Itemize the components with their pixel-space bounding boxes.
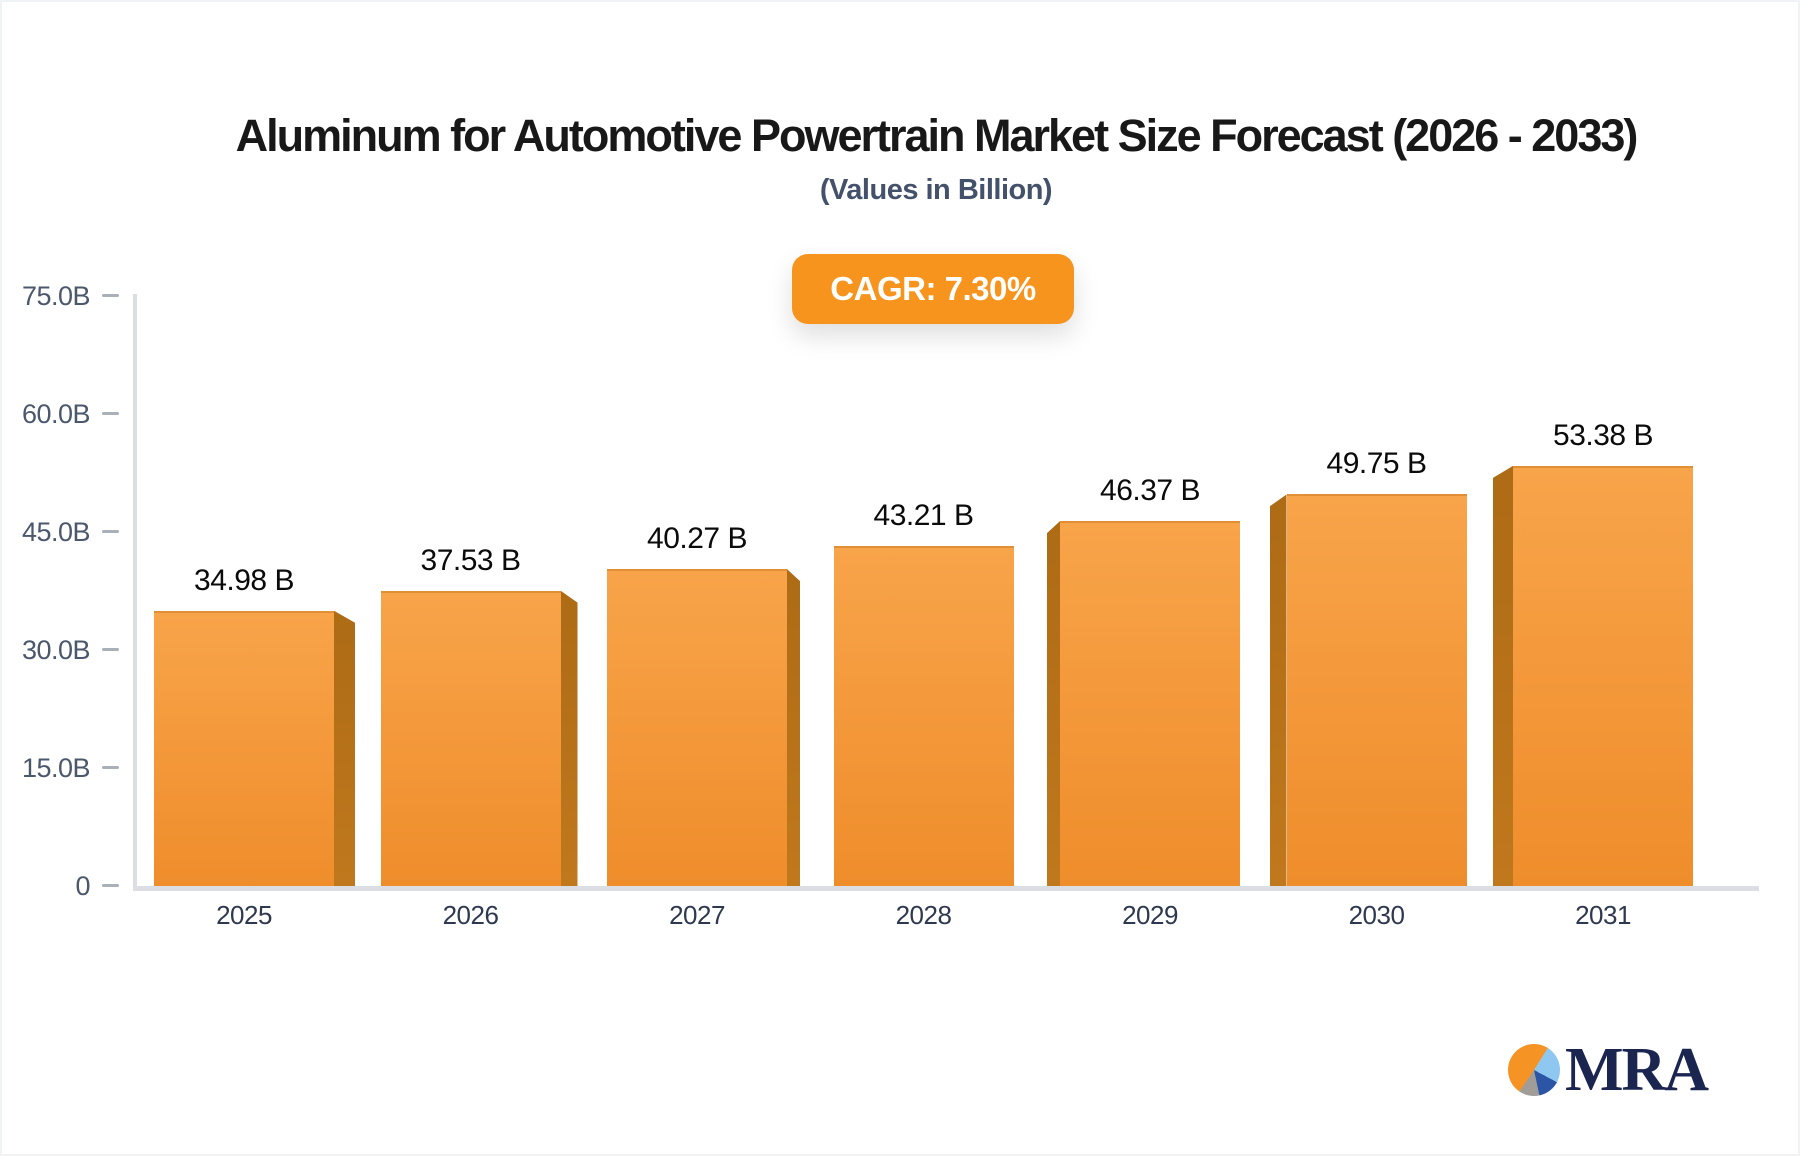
bar-face xyxy=(1286,494,1467,886)
bar-face xyxy=(1060,521,1240,886)
chart-subtitle: (Values in Billion) xyxy=(819,174,1053,206)
bar-value-label: 46.37 B xyxy=(1100,474,1200,508)
bar-face xyxy=(1513,465,1693,886)
bar-side-3d xyxy=(1269,494,1287,886)
bar-face xyxy=(380,590,561,886)
bar-side-3d xyxy=(560,590,578,886)
y-tick-mark xyxy=(102,884,119,887)
x-axis-label: 2031 xyxy=(1575,900,1631,930)
y-tick-label: 0 xyxy=(75,871,90,901)
bar-face xyxy=(607,569,787,886)
bar-value-label: 37.53 B xyxy=(420,543,521,577)
y-tick-label: 15.0B xyxy=(21,752,91,783)
y-tick-label: 30.0B xyxy=(21,634,91,665)
x-axis-label: 2027 xyxy=(669,900,725,930)
y-tick-label: 75.0B xyxy=(21,280,91,311)
bar-side-3d xyxy=(1047,521,1060,886)
bar-side-3d xyxy=(334,610,355,886)
x-axis-line xyxy=(133,886,1759,891)
bar-face xyxy=(833,545,1014,886)
bar-value-label: 34.98 B xyxy=(194,563,294,597)
y-tick-label: 45.0B xyxy=(21,516,91,547)
x-axis-label: 2025 xyxy=(216,900,272,930)
bar-value-label: 49.75 B xyxy=(1326,447,1427,481)
y-tick-mark xyxy=(102,647,119,651)
x-axis-label: 2028 xyxy=(895,900,952,930)
cagr-badge: CAGR: 7.30% xyxy=(792,254,1074,324)
mra-logo-text: MRA xyxy=(1565,1036,1709,1104)
bar-value-label: 53.38 B xyxy=(1553,418,1653,452)
mra-logo: MRA xyxy=(1508,1036,1709,1104)
y-tick-mark xyxy=(102,411,119,415)
x-axis-label: 2026 xyxy=(442,900,499,930)
chart-title: Aluminum for Automotive Powertrain Marke… xyxy=(235,110,1639,161)
bar-face xyxy=(154,610,334,886)
x-axis-label: 2030 xyxy=(1348,900,1405,930)
pie-chart-icon xyxy=(1508,1044,1560,1096)
y-tick-mark xyxy=(102,293,119,297)
bar-side-3d xyxy=(1493,465,1513,886)
bar-value-label: 40.27 B xyxy=(647,522,747,556)
x-axis-label: 2029 xyxy=(1122,900,1178,930)
y-tick-label: 60.0B xyxy=(21,398,91,429)
y-tick-mark xyxy=(102,529,119,533)
bar-side-3d xyxy=(787,569,800,886)
bar-value-label: 43.21 B xyxy=(873,498,974,532)
y-axis-line xyxy=(133,294,137,888)
y-tick-mark xyxy=(102,765,119,769)
cagr-badge-label: CAGR: 7.30% xyxy=(830,270,1036,307)
